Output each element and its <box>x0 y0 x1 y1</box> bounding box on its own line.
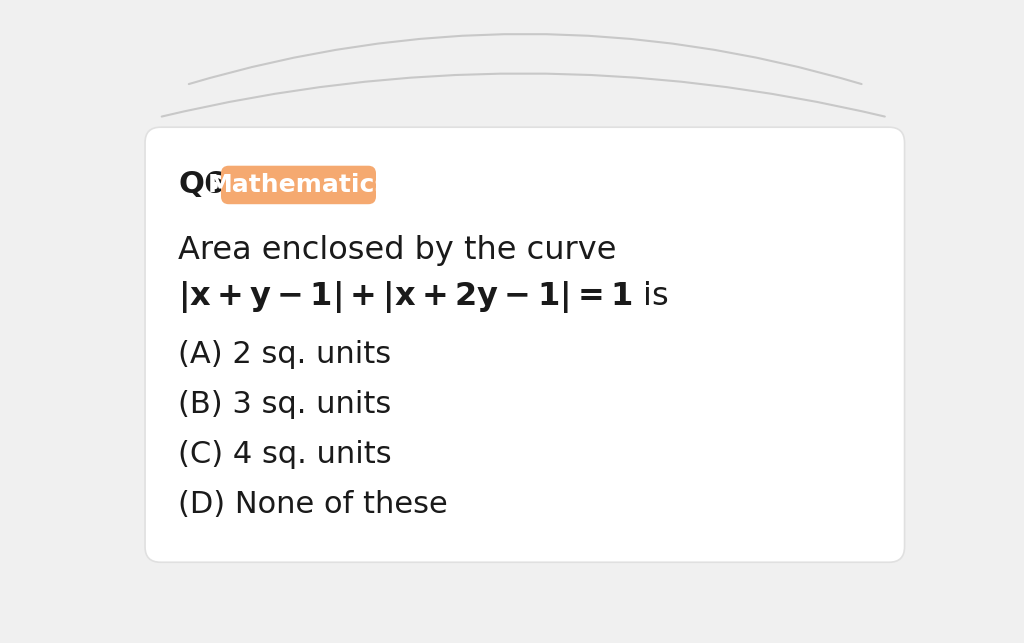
Text: $\mathbf{|x+y-1|+|x+2y-1|=1}$ is: $\mathbf{|x+y-1|+|x+2y-1|=1}$ is <box>178 278 669 314</box>
Text: Area enclosed by the curve: Area enclosed by the curve <box>178 235 616 266</box>
Text: (C) 4 sq. units: (C) 4 sq. units <box>178 440 392 469</box>
Text: (A) 2 sq. units: (A) 2 sq. units <box>178 340 391 369</box>
FancyBboxPatch shape <box>221 166 376 204</box>
Text: Mathematics: Mathematics <box>208 173 389 197</box>
Text: Q6: Q6 <box>178 170 225 199</box>
Text: (D) None of these: (D) None of these <box>178 490 449 519</box>
Text: (B) 3 sq. units: (B) 3 sq. units <box>178 390 391 419</box>
FancyBboxPatch shape <box>145 127 904 562</box>
